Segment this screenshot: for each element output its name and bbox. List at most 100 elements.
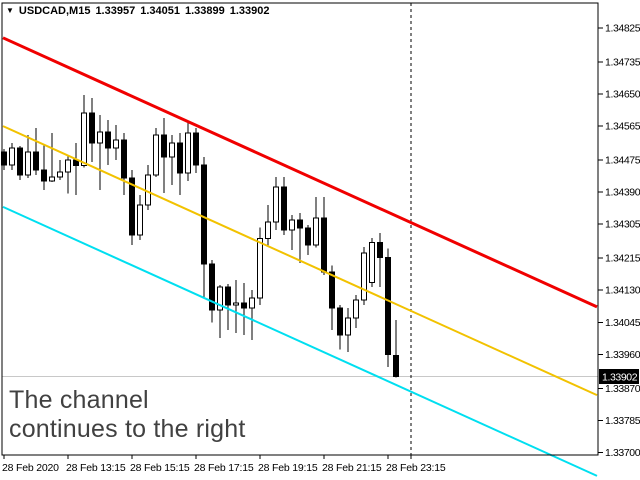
candle[interactable]: [193, 127, 199, 173]
candle[interactable]: [305, 224, 311, 256]
candle[interactable]: [41, 144, 47, 190]
channel-line-lower[interactable]: [2, 205, 598, 477]
candle[interactable]: [321, 197, 327, 276]
candle[interactable]: [361, 247, 367, 305]
price-axis-label: 1.34390: [605, 187, 640, 199]
candle[interactable]: [233, 280, 239, 333]
candle[interactable]: [57, 160, 63, 181]
candle-body: [129, 177, 135, 236]
candle-body: [33, 151, 39, 171]
candle[interactable]: [97, 115, 103, 190]
candle[interactable]: [73, 143, 79, 196]
price-axis-label: 1.33960: [605, 349, 640, 361]
candle[interactable]: [33, 127, 39, 176]
channel-line-upper[interactable]: [2, 36, 598, 309]
candle[interactable]: [169, 135, 175, 185]
time-axis-label: 28 Feb 13:15: [66, 462, 126, 474]
candle[interactable]: [217, 284, 223, 338]
symbol-period-label: USDCAD,M15: [18, 5, 91, 17]
candle-body: [289, 219, 295, 231]
candle[interactable]: [209, 260, 215, 323]
candle-body: [273, 186, 279, 223]
candle-body: [369, 242, 375, 284]
candle-body: [361, 252, 367, 301]
candle[interactable]: [201, 157, 207, 298]
time-axis-label: 28 Feb 15:15: [130, 462, 190, 474]
channel-line-median[interactable]: [2, 125, 598, 397]
candle[interactable]: [393, 320, 399, 378]
candle-body: [105, 131, 111, 149]
time-axis-label: 28 Feb 17:15: [194, 462, 254, 474]
candle[interactable]: [241, 283, 247, 335]
candle-body: [17, 147, 23, 176]
candle[interactable]: [265, 204, 271, 247]
ohlc-low: 1.33899: [184, 5, 225, 17]
candle[interactable]: [105, 120, 111, 165]
price-axis-label: 1.33785: [605, 415, 640, 427]
candle[interactable]: [345, 307, 351, 353]
candle[interactable]: [377, 232, 383, 288]
candle[interactable]: [225, 284, 231, 330]
candle[interactable]: [137, 195, 143, 241]
candle-body: [281, 186, 287, 231]
chart-title-bar: ▼ USDCAD,M15 1.33957 1.34051 1.33899 1.33902: [6, 5, 270, 17]
annotation-line-1: The channel: [9, 386, 149, 414]
price-axis-label: 1.34650: [605, 89, 640, 101]
candle[interactable]: [145, 164, 151, 210]
price-axis-label: 1.34825: [605, 23, 640, 35]
candle-body: [161, 134, 167, 158]
candle[interactable]: [81, 95, 87, 168]
candle[interactable]: [281, 177, 287, 236]
candle[interactable]: [9, 143, 15, 170]
candle[interactable]: [337, 304, 343, 350]
candle-body: [209, 263, 215, 311]
time-axis[interactable]: 28 Feb 2020 28 Feb 13:15 28 Feb 15:15 28 Fe…: [2, 455, 446, 474]
candle[interactable]: [297, 212, 303, 264]
candle[interactable]: [65, 155, 71, 194]
candle-body: [121, 139, 127, 179]
candle-body: [113, 139, 119, 149]
candle-body: [233, 302, 239, 306]
candle[interactable]: [353, 295, 359, 328]
plot-border: [1, 2, 599, 456]
candle-body: [57, 171, 63, 178]
candle[interactable]: [25, 135, 31, 178]
price-axis[interactable]: 1.34825 1.34735 1.34650 1.34565 1.34475 1.343…: [598, 23, 640, 460]
candle[interactable]: [273, 177, 279, 230]
candle-body: [313, 217, 319, 246]
price-axis-label: 1.34305: [605, 219, 640, 231]
candle[interactable]: [177, 132, 183, 196]
candle[interactable]: [153, 127, 159, 178]
price-axis-label: 1.34475: [605, 155, 640, 167]
candle[interactable]: [313, 197, 319, 248]
candle-body: [41, 169, 47, 182]
candle[interactable]: [161, 117, 167, 193]
candle-body: [97, 131, 103, 144]
price-axis-label: 1.34130: [605, 285, 640, 297]
candle-body: [241, 302, 247, 309]
price-axis-label: 1.33870: [605, 383, 640, 395]
candle[interactable]: [113, 124, 119, 161]
candle-body: [217, 286, 223, 311]
candle[interactable]: [89, 98, 95, 162]
candle-body: [329, 271, 335, 309]
ohlc-open: 1.33957: [95, 5, 136, 17]
candle[interactable]: [289, 215, 295, 250]
candle[interactable]: [129, 169, 135, 245]
candle-body: [185, 132, 191, 174]
candle[interactable]: [17, 146, 23, 181]
candle[interactable]: [185, 121, 191, 181]
candle[interactable]: [49, 132, 55, 182]
candle-body: [393, 355, 399, 377]
candle[interactable]: [249, 290, 255, 341]
expand-triangle-icon[interactable]: ▼: [6, 6, 14, 15]
candle-body: [193, 132, 199, 166]
candle[interactable]: [121, 132, 127, 196]
candle[interactable]: [385, 248, 391, 368]
annotation-text: The channel continues to the right: [9, 386, 246, 444]
price-axis-label: 1.33700: [605, 447, 640, 459]
candle[interactable]: [257, 227, 263, 305]
candle[interactable]: [369, 237, 375, 288]
candle-body: [337, 307, 343, 336]
